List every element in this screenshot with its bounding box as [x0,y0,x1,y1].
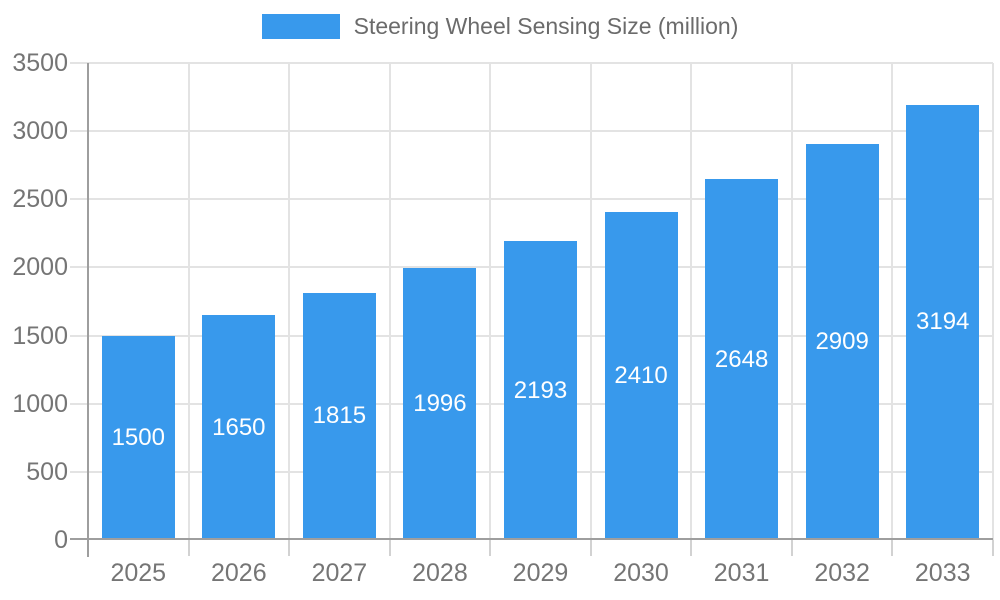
x-axis-tick [589,540,592,556]
bar-value-label: 2648 [714,345,769,373]
gridline-vertical [790,63,793,540]
x-axis-label: 2028 [412,559,468,587]
gridline-vertical [891,63,894,540]
bar-2027[interactable] [302,292,376,540]
bar-2031[interactable] [705,179,779,540]
y-axis-label: 1000 [12,389,68,418]
bar-value-label: 2909 [815,327,869,355]
gridline-vertical [489,63,492,540]
legend-item[interactable]: Steering Wheel Sensing Size (million) [0,13,1000,40]
bar-value-label: 1815 [312,402,367,430]
x-axis-tick [489,540,492,556]
legend-swatch [261,14,340,39]
x-axis-tick [891,540,894,556]
y-axis-label: 3500 [12,49,68,77]
bar-2028[interactable] [403,267,477,540]
x-axis-label: 2025 [110,559,167,587]
bar-2030[interactable] [604,211,678,540]
y-axis-label: 2000 [12,253,68,282]
x-axis-tick [288,540,291,556]
bar-value-label: 1650 [212,413,266,441]
x-axis-label: 2026 [211,559,267,587]
y-axis-label: 1500 [12,321,68,350]
x-axis-tick [790,540,793,556]
bar-value-label: 1996 [413,389,467,417]
gridline-vertical [187,63,190,540]
x-axis-label: 2027 [311,559,368,587]
bar-value-label: 2410 [614,361,668,389]
gridline-horizontal [70,130,993,133]
bar-value-label: 1500 [111,423,165,451]
x-axis-label: 2031 [713,559,770,587]
gridline-vertical [388,63,391,540]
y-axis-label: 2500 [12,185,68,214]
x-axis-tick [690,540,693,556]
bar-value-label: 2193 [513,376,568,404]
y-axis-line [87,63,89,557]
x-axis-tick [992,540,994,556]
gridline-vertical [589,63,592,540]
gridline-horizontal [70,198,993,201]
legend-label: Steering Wheel Sensing Size (million) [353,13,739,39]
x-axis-label: 2033 [914,559,971,587]
gridline-horizontal [70,62,993,64]
x-axis-label: 2029 [512,559,569,587]
gridline-vertical [288,63,291,540]
bar-2033[interactable] [906,104,980,540]
x-axis-tick [187,540,190,556]
x-axis-label: 2032 [814,559,870,587]
y-axis-label: 500 [26,457,68,486]
bar-2026[interactable] [202,315,276,540]
x-axis-tick [388,540,391,556]
y-axis-label: 0 [54,526,68,554]
bar-value-label: 3194 [916,308,970,336]
bar-2025[interactable] [101,335,175,540]
gridline-vertical [992,63,994,540]
bar-2029[interactable] [504,241,577,540]
x-axis-line [70,538,993,540]
bar-2032[interactable] [805,143,879,540]
y-axis-label: 3000 [12,117,68,146]
x-axis-label: 2030 [613,559,669,587]
gridline-vertical [690,63,693,540]
